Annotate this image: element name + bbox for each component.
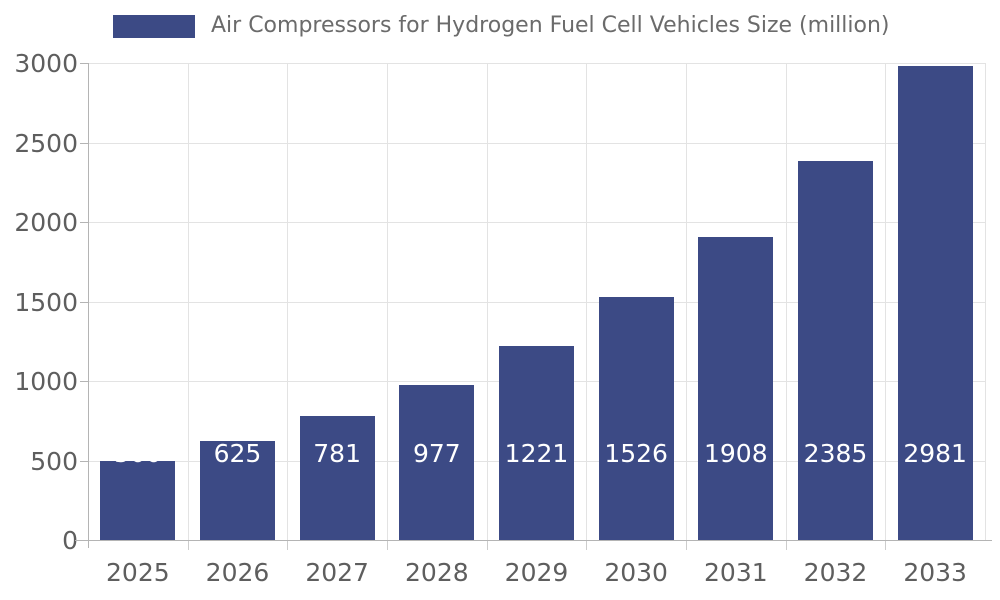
y-axis-tick-labels: 0 500 1000 1500 2000 2500 3000: [0, 0, 78, 600]
bar[interactable]: [100, 460, 176, 540]
bar-value-label: 1908: [704, 439, 768, 468]
x-axis-tick-mark: [586, 541, 587, 550]
bar[interactable]: [399, 384, 475, 540]
bar[interactable]: [698, 236, 774, 540]
y-axis-tick-mark: [80, 142, 88, 144]
y-axis-tick-label: 2500: [14, 128, 78, 158]
gridline-vertical: [188, 63, 189, 540]
x-axis-tick-mark: [885, 541, 886, 550]
gridline-vertical: [287, 63, 288, 540]
y-axis-tick-mark: [80, 381, 88, 382]
x-axis-tick-label: 2029: [504, 558, 569, 587]
x-axis-tick-mark: [487, 541, 488, 550]
bar-value-label: 977: [412, 439, 461, 468]
y-axis-tick-label: 1500: [14, 287, 78, 317]
y-axis-tick-label: 1000: [14, 367, 78, 396]
bar[interactable]: [299, 415, 375, 540]
x-axis-tick-label: 2032: [803, 558, 868, 587]
plot-area: 500 625 781 977 1221 1526 1908 2385 2981: [88, 63, 986, 541]
x-axis-tick-mark: [686, 541, 687, 550]
y-axis-tick-label: 500: [30, 446, 78, 476]
bar[interactable]: [598, 297, 674, 540]
bar[interactable]: [199, 440, 276, 540]
x-axis-tick-mark: [188, 541, 189, 550]
gridline-horizontal: [88, 142, 985, 144]
y-axis-tick-mark: [80, 460, 88, 462]
bar-value-label: 781: [313, 439, 361, 468]
x-axis-tick-label: 2027: [305, 558, 369, 587]
gridline-horizontal: [88, 301, 985, 303]
bar[interactable]: [897, 66, 973, 540]
y-axis-tick-mark: [80, 301, 88, 303]
x-axis-tick-label: 2026: [205, 558, 270, 587]
chart-legend: Air Compressors for Hydrogen Fuel Cell V…: [113, 12, 890, 40]
bar-value-label: 2385: [803, 439, 868, 468]
x-axis-tick-label: 2031: [704, 558, 768, 587]
y-axis-tick-mark: [80, 222, 88, 223]
x-axis-tick-label: 2033: [903, 558, 967, 587]
bar-value-label: 1221: [504, 439, 569, 468]
x-axis-tick-mark: [287, 541, 288, 550]
gridline-vertical: [885, 63, 886, 540]
x-axis-tick-label: 2030: [604, 558, 668, 587]
x-axis-tick-label: 2025: [106, 558, 170, 587]
gridline-horizontal: [88, 222, 985, 223]
y-axis-tick-label: 0: [62, 526, 78, 555]
y-axis-line: [88, 63, 89, 548]
gridline-vertical: [586, 63, 587, 540]
y-axis-tick-mark: [80, 540, 88, 541]
gridline-vertical: [387, 63, 388, 540]
x-axis-line: [75, 540, 992, 541]
y-axis-tick-label: 2000: [14, 208, 78, 237]
legend-label: Air Compressors for Hydrogen Fuel Cell V…: [211, 13, 890, 38]
gridline-vertical: [985, 63, 986, 540]
gridline-horizontal: [88, 63, 985, 64]
bar-value-label: 625: [213, 439, 262, 468]
y-axis-tick-mark: [80, 63, 88, 64]
gridline-vertical: [487, 63, 488, 540]
bar-value-label: 1526: [604, 439, 668, 468]
x-axis-tick-mark: [387, 541, 388, 550]
legend-color-swatch: [113, 14, 195, 38]
y-axis-tick-label: 3000: [14, 49, 78, 78]
bar-value-label: 2981: [903, 439, 967, 468]
bar[interactable]: [797, 160, 874, 540]
bar[interactable]: [498, 345, 575, 540]
gridline-vertical: [786, 63, 787, 540]
gridline-vertical: [686, 63, 687, 540]
x-axis-tick-label: 2028: [405, 558, 469, 587]
x-axis-tick-mark: [786, 541, 787, 550]
bar-value-label: 500: [113, 439, 162, 468]
